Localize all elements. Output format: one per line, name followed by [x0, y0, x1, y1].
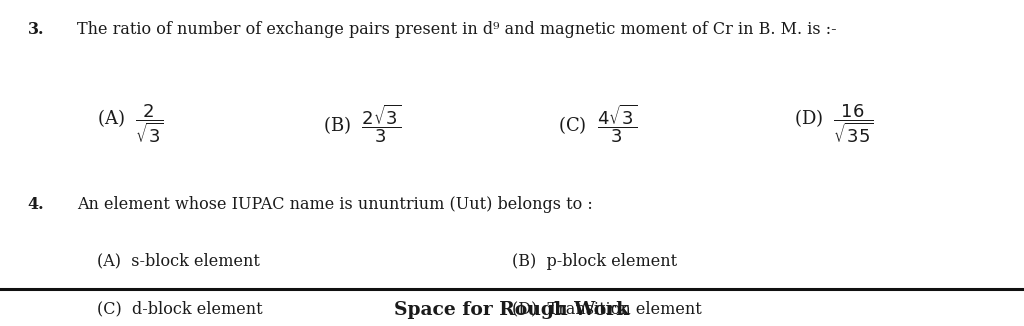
Text: (D)  Transition element: (D) Transition element: [512, 300, 701, 317]
Text: 3.: 3.: [28, 21, 44, 38]
Text: 4.: 4.: [28, 196, 44, 213]
Text: The ratio of number of exchange pairs present in d⁹ and magnetic moment of Cr in: The ratio of number of exchange pairs pr…: [77, 21, 837, 38]
Text: Space for Rough Work: Space for Rough Work: [394, 301, 630, 319]
Text: (B)  p-block element: (B) p-block element: [512, 253, 677, 270]
Text: (B)  $\dfrac{2\sqrt{3}}{3}$: (B) $\dfrac{2\sqrt{3}}{3}$: [323, 102, 401, 145]
Text: (A)  $\dfrac{2}{\sqrt{3}}$: (A) $\dfrac{2}{\sqrt{3}}$: [97, 102, 164, 145]
Text: (C)  $\dfrac{4\sqrt{3}}{3}$: (C) $\dfrac{4\sqrt{3}}{3}$: [558, 102, 637, 145]
Text: (A)  s-block element: (A) s-block element: [97, 253, 260, 270]
Text: (C)  d-block element: (C) d-block element: [97, 300, 263, 317]
Text: An element whose IUPAC name is ununtrium (Uut) belongs to :: An element whose IUPAC name is ununtrium…: [77, 196, 593, 213]
Text: (D)  $\dfrac{16}{\sqrt{35}}$: (D) $\dfrac{16}{\sqrt{35}}$: [794, 102, 873, 145]
